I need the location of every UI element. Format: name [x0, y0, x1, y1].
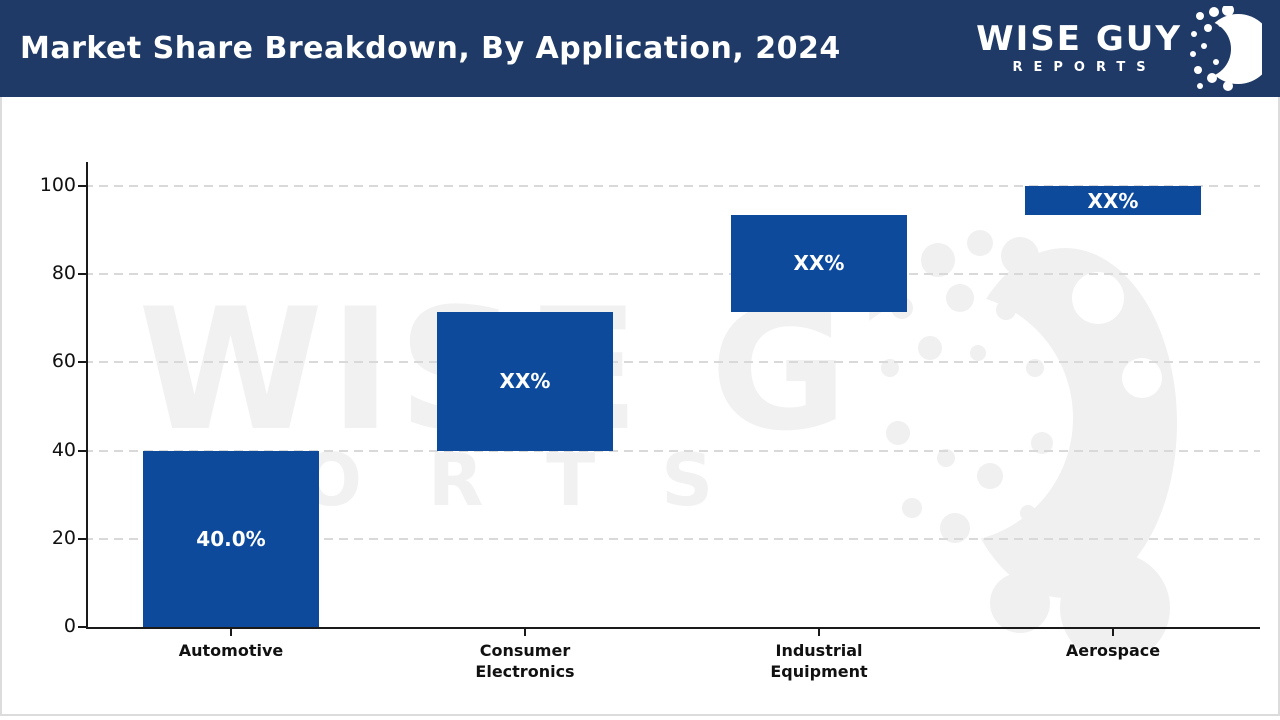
y-tick-label: 60: [51, 350, 76, 373]
bar: XX%: [731, 215, 907, 312]
bar: XX%: [1025, 186, 1201, 216]
x-category-label: Consumer Electronics: [405, 640, 645, 682]
y-tick-label: 0: [63, 615, 76, 637]
bar-value-label: XX%: [1087, 188, 1139, 213]
y-tick-label: 80: [51, 262, 76, 285]
x-category-label-line: Equipment: [770, 662, 868, 681]
bar-value-label: XX%: [793, 251, 845, 276]
y-gridline: [84, 361, 1260, 364]
x-category-label-line: Aerospace: [1065, 641, 1161, 660]
y-tick-label: 40: [51, 438, 76, 461]
y-tick-mark: [78, 449, 86, 452]
bar-value-label: XX%: [499, 369, 551, 394]
page-title: Market Share Breakdown, By Application, …: [20, 31, 841, 66]
x-tick-mark: [1112, 629, 1114, 636]
y-tick-mark: [78, 361, 86, 364]
bar-value-label: 40.0%: [196, 526, 266, 551]
y-gridline: [84, 185, 1260, 187]
y-tick-mark: [78, 537, 86, 540]
y-tick-mark: [78, 185, 86, 187]
y-gridline: [84, 449, 1260, 452]
y-axis-line: [86, 162, 88, 629]
y-tick-label: 20: [51, 526, 76, 549]
x-tick-mark: [818, 629, 820, 636]
x-category-label-line: Automotive: [178, 641, 284, 660]
logo-wordmark: WISE GUY: [976, 18, 1182, 59]
logo-face-icon: [1188, 5, 1262, 91]
logo-wordmark-sub: REPORTS: [1012, 59, 1157, 75]
y-tick-mark: [78, 626, 86, 628]
bar: 40.0%: [143, 450, 319, 627]
x-category-label: Industrial Equipment: [699, 640, 939, 682]
y-gridline: [84, 537, 1260, 540]
y-tick-label: 100: [39, 174, 76, 196]
x-tick-mark: [230, 629, 232, 636]
y-gridline: [84, 273, 1260, 276]
wise-guy-reports-logo: WISE GUY REPORTS: [976, 0, 1262, 97]
x-category-label: Aerospace: [993, 640, 1233, 661]
x-category-label: Automotive: [111, 640, 351, 661]
x-category-label-line: Industrial: [775, 641, 863, 660]
header-bar: Market Share Breakdown, By Application, …: [0, 0, 1280, 97]
y-tick-mark: [78, 273, 86, 276]
x-category-label-line: Electronics: [475, 662, 575, 681]
x-axis-line: [86, 627, 1260, 629]
watermark-face-icon: [860, 230, 1177, 648]
bar: XX%: [437, 311, 613, 451]
x-tick-mark: [524, 629, 526, 636]
x-category-label-line: Consumer: [479, 641, 571, 660]
